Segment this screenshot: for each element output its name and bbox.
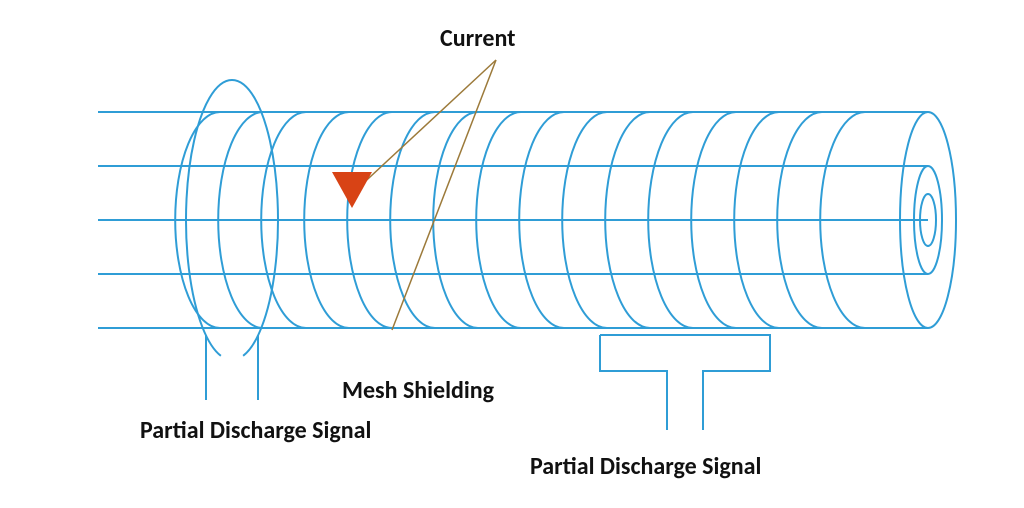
label-current: Current	[440, 24, 515, 53]
label-partial-discharge-left: Partial Discharge Signal	[140, 416, 371, 445]
current-arrow-icon	[332, 172, 372, 208]
clamp-sensor	[600, 335, 770, 430]
label-mesh-shielding: Mesh Shielding	[342, 376, 494, 405]
ring-sensor	[186, 80, 278, 356]
label-partial-discharge-right: Partial Discharge Signal	[530, 452, 761, 481]
leader-line-current	[356, 60, 496, 190]
